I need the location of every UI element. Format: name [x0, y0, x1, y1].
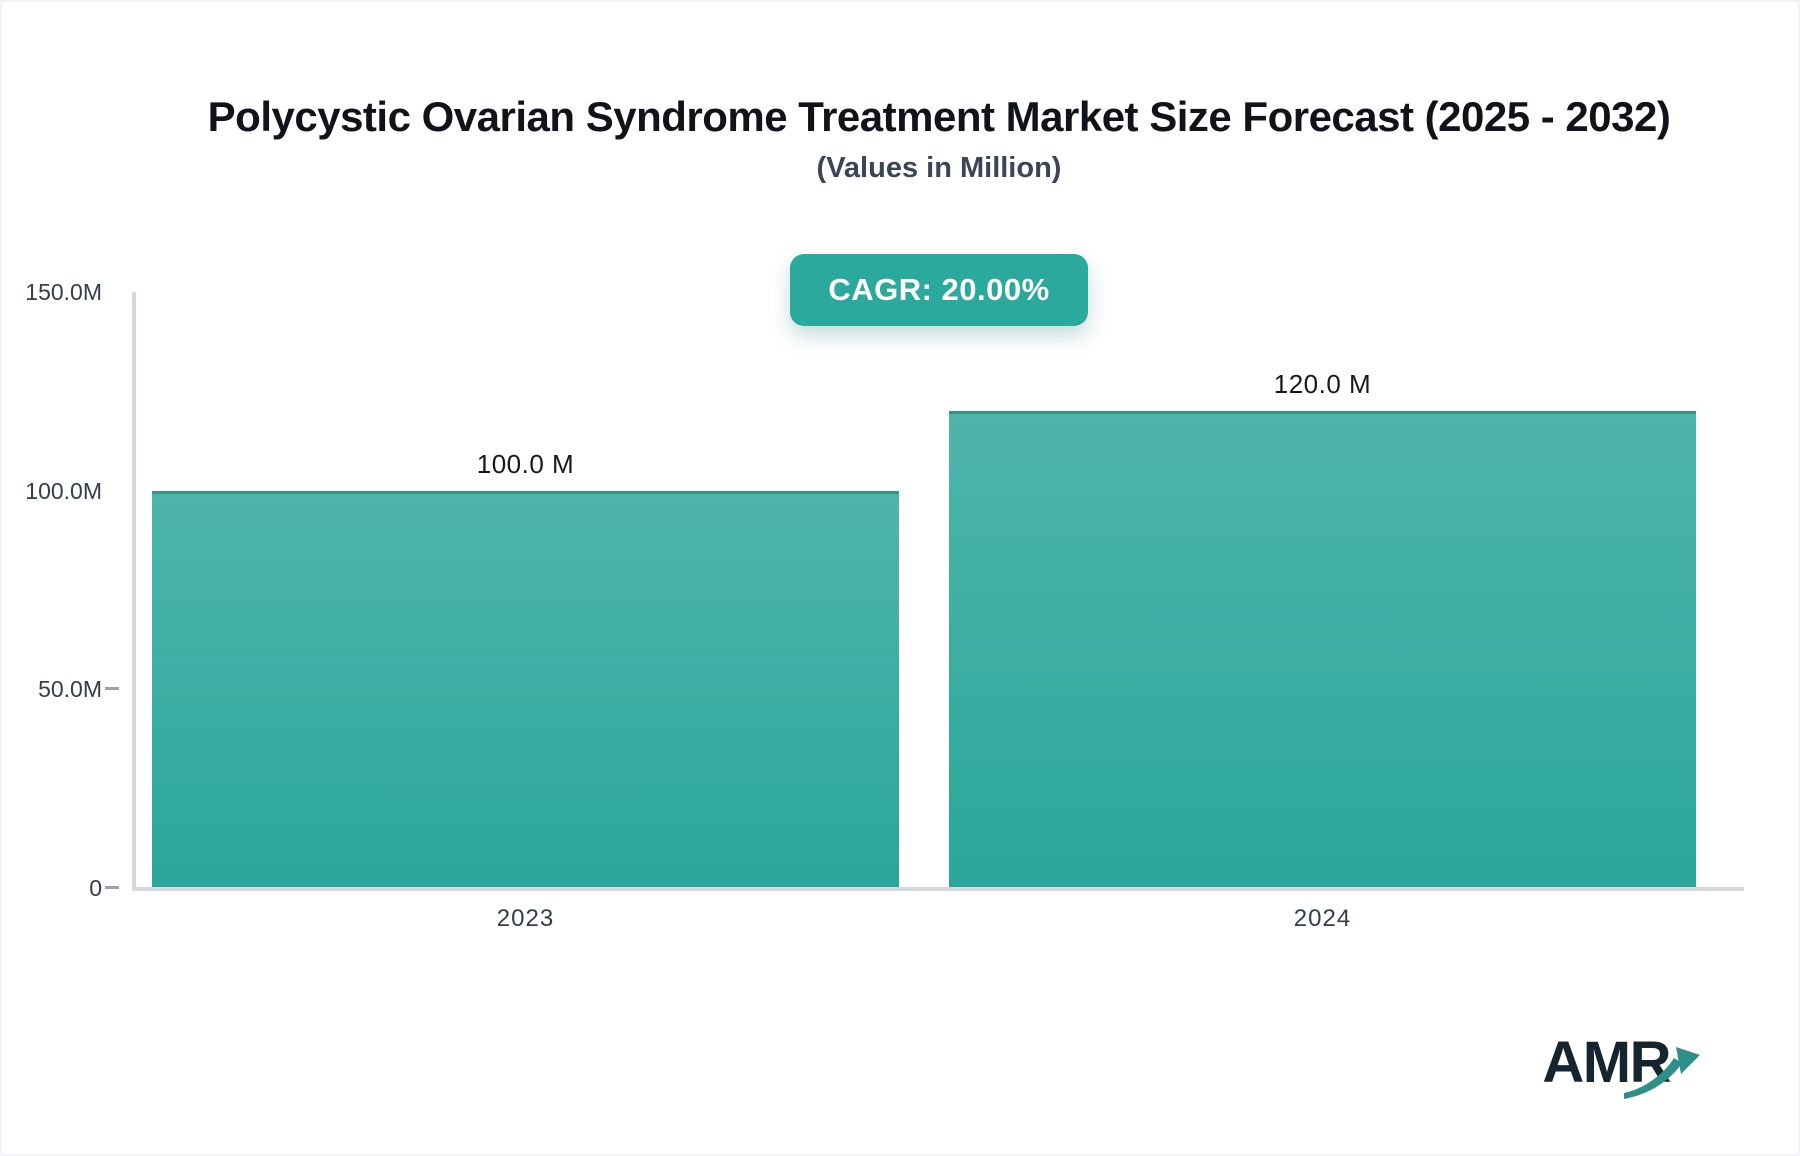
- chart-subtitle: (Values in Million): [816, 152, 1062, 184]
- bar-2023: [152, 491, 899, 887]
- badge-row: CAGR: 20.00%: [134, 254, 1744, 326]
- y-tick-label: 0: [89, 875, 102, 901]
- y-tick-label: 100.0M: [25, 478, 102, 504]
- bar-value-label: 100.0 M: [476, 449, 575, 479]
- x-axis-label: 2023: [496, 905, 555, 932]
- cagr-badge: CAGR: 20.00%: [790, 254, 1088, 326]
- bar-2024: [949, 411, 1696, 887]
- y-tick-label: 50.0M: [38, 676, 102, 702]
- amr-logo-text: AMR: [1542, 1030, 1671, 1095]
- y-tick-mark: [105, 886, 119, 889]
- growth-arrow-icon: [1624, 1047, 1700, 1099]
- chart-header: Polycystic Ovarian Syndrome Treatment Ma…: [134, 96, 1744, 183]
- bar-value-label: 120.0 M: [1273, 369, 1372, 399]
- chart-title: Polycystic Ovarian Syndrome Treatment Ma…: [207, 93, 1671, 140]
- amr-logo: AMR: [1542, 1034, 1700, 1104]
- y-tick-mark: [105, 687, 119, 690]
- y-tick-label: 150.0M: [25, 279, 102, 305]
- x-axis-line: [132, 887, 1744, 891]
- y-axis-line: [132, 292, 136, 888]
- x-axis-label: 2024: [1293, 905, 1352, 932]
